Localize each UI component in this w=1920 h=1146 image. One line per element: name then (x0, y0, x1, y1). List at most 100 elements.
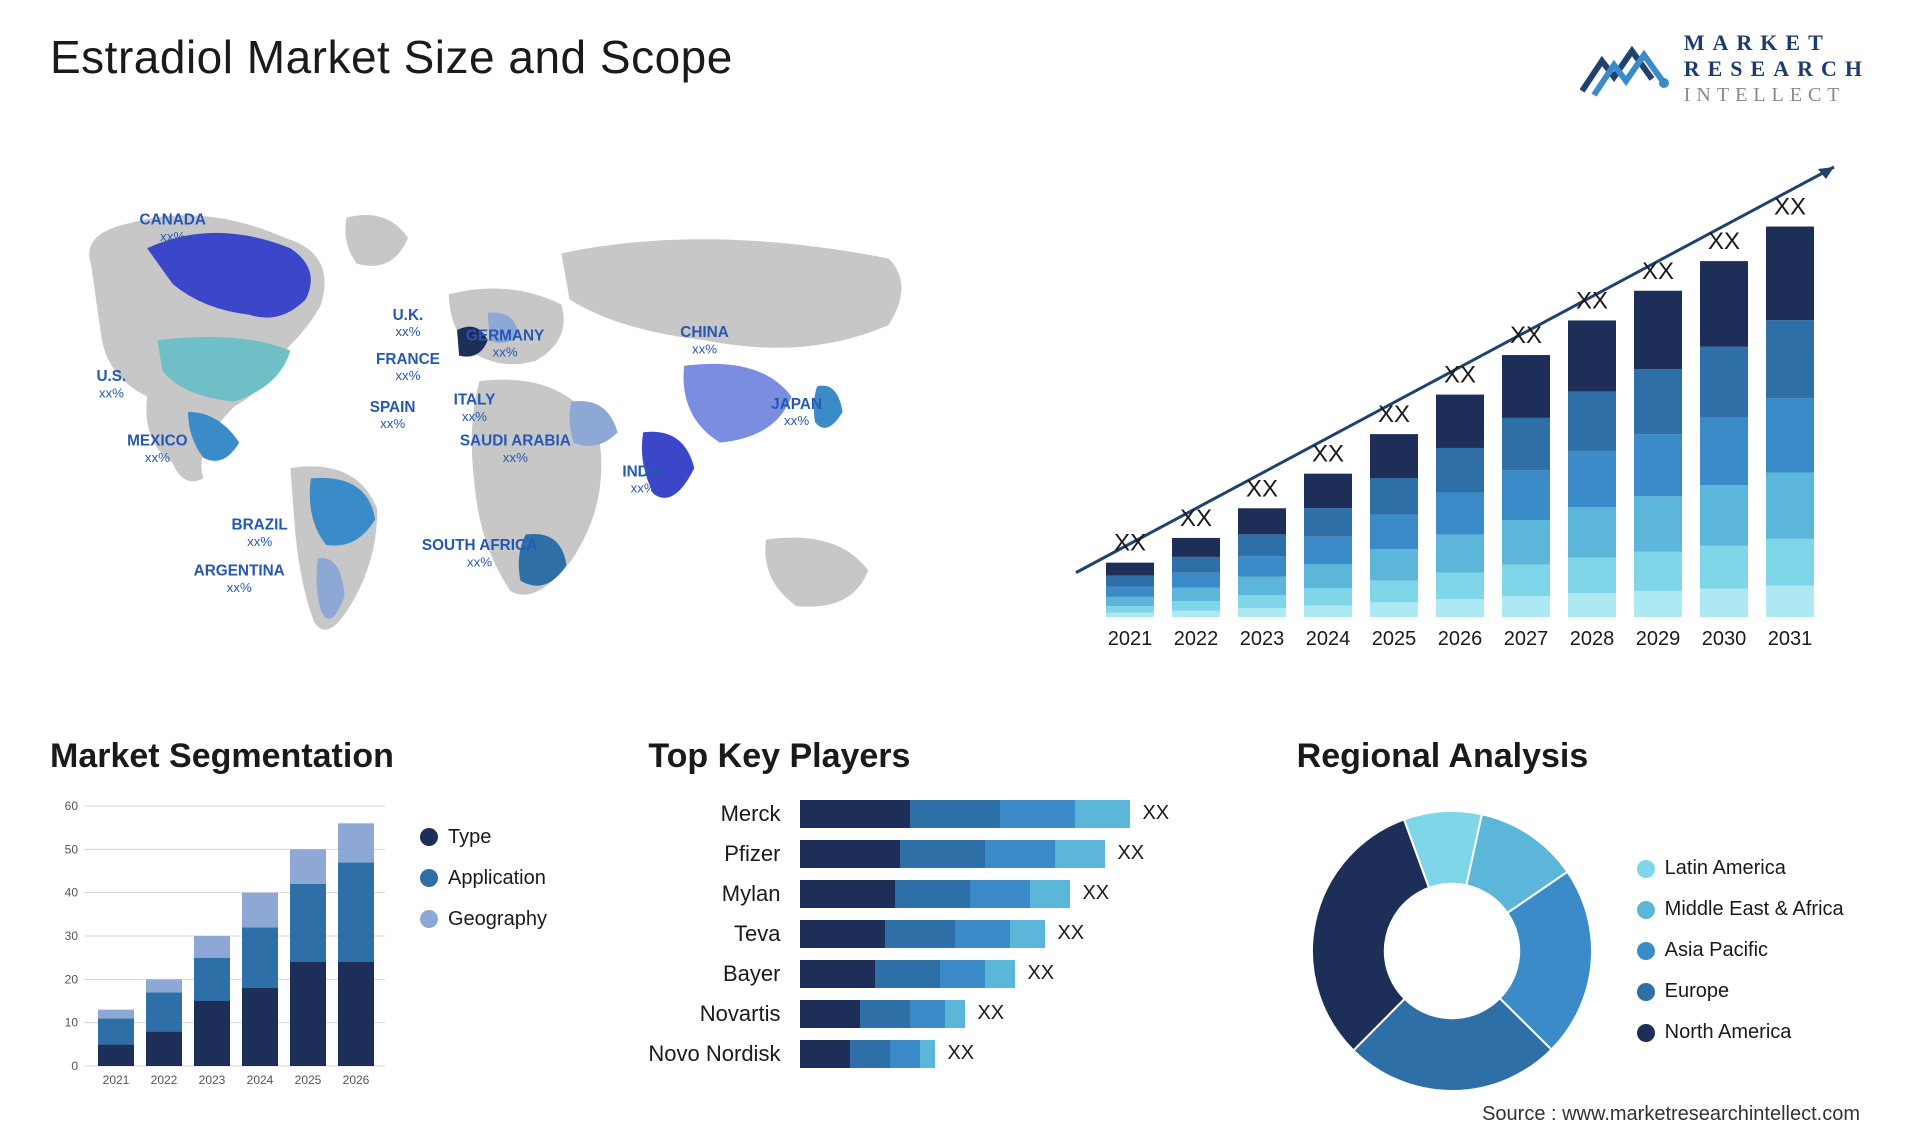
player-bar-segment (800, 840, 900, 868)
player-bar-segment (890, 1040, 920, 1068)
svg-text:2025: 2025 (295, 1073, 322, 1087)
logo-line2: RESEARCH (1684, 56, 1870, 82)
player-bar-segment (800, 1000, 860, 1028)
player-label: Pfizer (724, 840, 780, 868)
player-value: XX (1057, 922, 1084, 945)
svg-text:30: 30 (65, 929, 79, 943)
regional-section: Regional Analysis Latin AmericaMiddle Ea… (1297, 737, 1870, 1106)
svg-text:BRAZIL: BRAZIL (232, 516, 288, 533)
svg-text:2022: 2022 (1174, 628, 1219, 650)
player-bar-segment (1075, 800, 1130, 828)
player-value: XX (1027, 962, 1054, 985)
player-bar-segment (1030, 880, 1070, 908)
player-bar-row: XX (800, 920, 1169, 948)
svg-text:2026: 2026 (1438, 628, 1483, 650)
svg-text:xx%: xx% (692, 341, 717, 356)
players-labels: MerckPfizerMylanTevaBayerNovartisNovo No… (648, 796, 780, 1068)
svg-text:XX: XX (1444, 361, 1476, 388)
player-label: Mylan (722, 880, 781, 908)
player-bar-row: XX (800, 800, 1169, 828)
player-bar-row: XX (800, 1040, 1169, 1068)
svg-text:2024: 2024 (1306, 628, 1351, 650)
svg-text:2029: 2029 (1636, 628, 1681, 650)
legend-label: Geography (448, 908, 547, 931)
player-value: XX (1117, 842, 1144, 865)
svg-text:ARGENTINA: ARGENTINA (194, 562, 285, 579)
page-title: Estradiol Market Size and Scope (50, 30, 733, 84)
player-label: Merck (721, 800, 781, 828)
svg-text:xx%: xx% (503, 450, 528, 465)
svg-text:50: 50 (65, 842, 79, 856)
svg-text:SAUDI ARABIA: SAUDI ARABIA (460, 432, 571, 449)
svg-text:XX: XX (1312, 440, 1344, 467)
svg-text:xx%: xx% (493, 344, 518, 359)
legend-item: Application (420, 867, 547, 890)
svg-text:2023: 2023 (199, 1073, 226, 1087)
world-map: CANADAxx%U.S.xx%MEXICOxx%BRAZILxx%ARGENT… (50, 147, 950, 687)
player-bar-segment (895, 880, 970, 908)
region-legend-label: Asia Pacific (1665, 939, 1768, 962)
top-row: CANADAxx%U.S.xx%MEXICOxx%BRAZILxx%ARGENT… (50, 147, 1870, 687)
player-bar-segment (800, 1040, 850, 1068)
svg-text:xx%: xx% (380, 416, 405, 431)
svg-text:SOUTH AFRICA: SOUTH AFRICA (422, 537, 537, 554)
svg-text:xx%: xx% (462, 409, 487, 424)
segmentation-section: Market Segmentation 01020304050602021202… (50, 737, 598, 1106)
player-bar-segment (850, 1040, 890, 1068)
region-legend-label: Middle East & Africa (1665, 898, 1844, 921)
svg-text:10: 10 (65, 1015, 79, 1029)
region-legend-item: Europe (1637, 980, 1844, 1003)
player-bar-segment (1000, 800, 1075, 828)
region-legend-label: North America (1665, 1021, 1792, 1044)
player-bar-segment (920, 1040, 935, 1068)
player-bar-segment (1055, 840, 1105, 868)
logo-text: MARKET RESEARCH INTELLECT (1684, 30, 1870, 107)
svg-text:2021: 2021 (1108, 628, 1153, 650)
source-attribution: Source : www.marketresearchintellect.com (1482, 1103, 1860, 1126)
logo-line1: MARKET (1684, 30, 1870, 56)
forecast-svg: XX2021XX2022XX2023XX2024XX2025XX2026XX20… (1010, 147, 1870, 667)
player-bar-segment (910, 1000, 945, 1028)
players-section: Top Key Players MerckPfizerMylanTevaBaye… (648, 737, 1246, 1106)
player-bar-segment (800, 880, 895, 908)
player-bar-row: XX (800, 960, 1169, 988)
player-value: XX (977, 1002, 1004, 1025)
region-legend-item: Middle East & Africa (1637, 898, 1844, 921)
svg-text:MEXICO: MEXICO (127, 432, 188, 449)
svg-text:xx%: xx% (784, 413, 809, 428)
legend-swatch (1637, 1024, 1655, 1042)
svg-text:2026: 2026 (343, 1073, 370, 1087)
legend-swatch (1637, 901, 1655, 919)
svg-text:2028: 2028 (1570, 628, 1615, 650)
svg-text:INDIA: INDIA (622, 463, 664, 480)
player-bar-segment (800, 920, 885, 948)
segmentation-legend: TypeApplicationGeography (420, 796, 547, 1096)
player-label: Novo Nordisk (648, 1040, 780, 1068)
player-bar-segment (940, 960, 985, 988)
svg-text:2030: 2030 (1702, 628, 1747, 650)
svg-text:XX: XX (1180, 505, 1212, 532)
header: Estradiol Market Size and Scope MARKET R… (50, 30, 1870, 107)
legend-item: Geography (420, 908, 547, 931)
svg-text:U.S.: U.S. (96, 368, 126, 385)
svg-text:GERMANY: GERMANY (466, 327, 544, 344)
region-legend-item: Latin America (1637, 857, 1844, 880)
bottom-row: Market Segmentation 01020304050602021202… (50, 737, 1870, 1106)
donut-chart (1297, 796, 1607, 1106)
player-bar-segment (900, 840, 985, 868)
world-map-panel: CANADAxx%U.S.xx%MEXICOxx%BRAZILxx%ARGENT… (50, 147, 950, 687)
legend-swatch (1637, 942, 1655, 960)
player-bar-row: XX (800, 1000, 1169, 1028)
svg-text:XX: XX (1774, 193, 1806, 220)
player-bar-segment (885, 920, 955, 948)
legend-label: Application (448, 867, 546, 890)
players-chart: MerckPfizerMylanTevaBayerNovartisNovo No… (648, 796, 1246, 1068)
svg-text:XX: XX (1576, 287, 1608, 314)
svg-text:FRANCE: FRANCE (376, 351, 440, 368)
player-bar-segment (860, 1000, 910, 1028)
player-bar-segment (945, 1000, 965, 1028)
forecast-chart: XX2021XX2022XX2023XX2024XX2025XX2026XX20… (1010, 147, 1870, 687)
player-bar-row: XX (800, 840, 1169, 868)
svg-text:XX: XX (1378, 401, 1410, 428)
players-title: Top Key Players (648, 737, 1246, 776)
